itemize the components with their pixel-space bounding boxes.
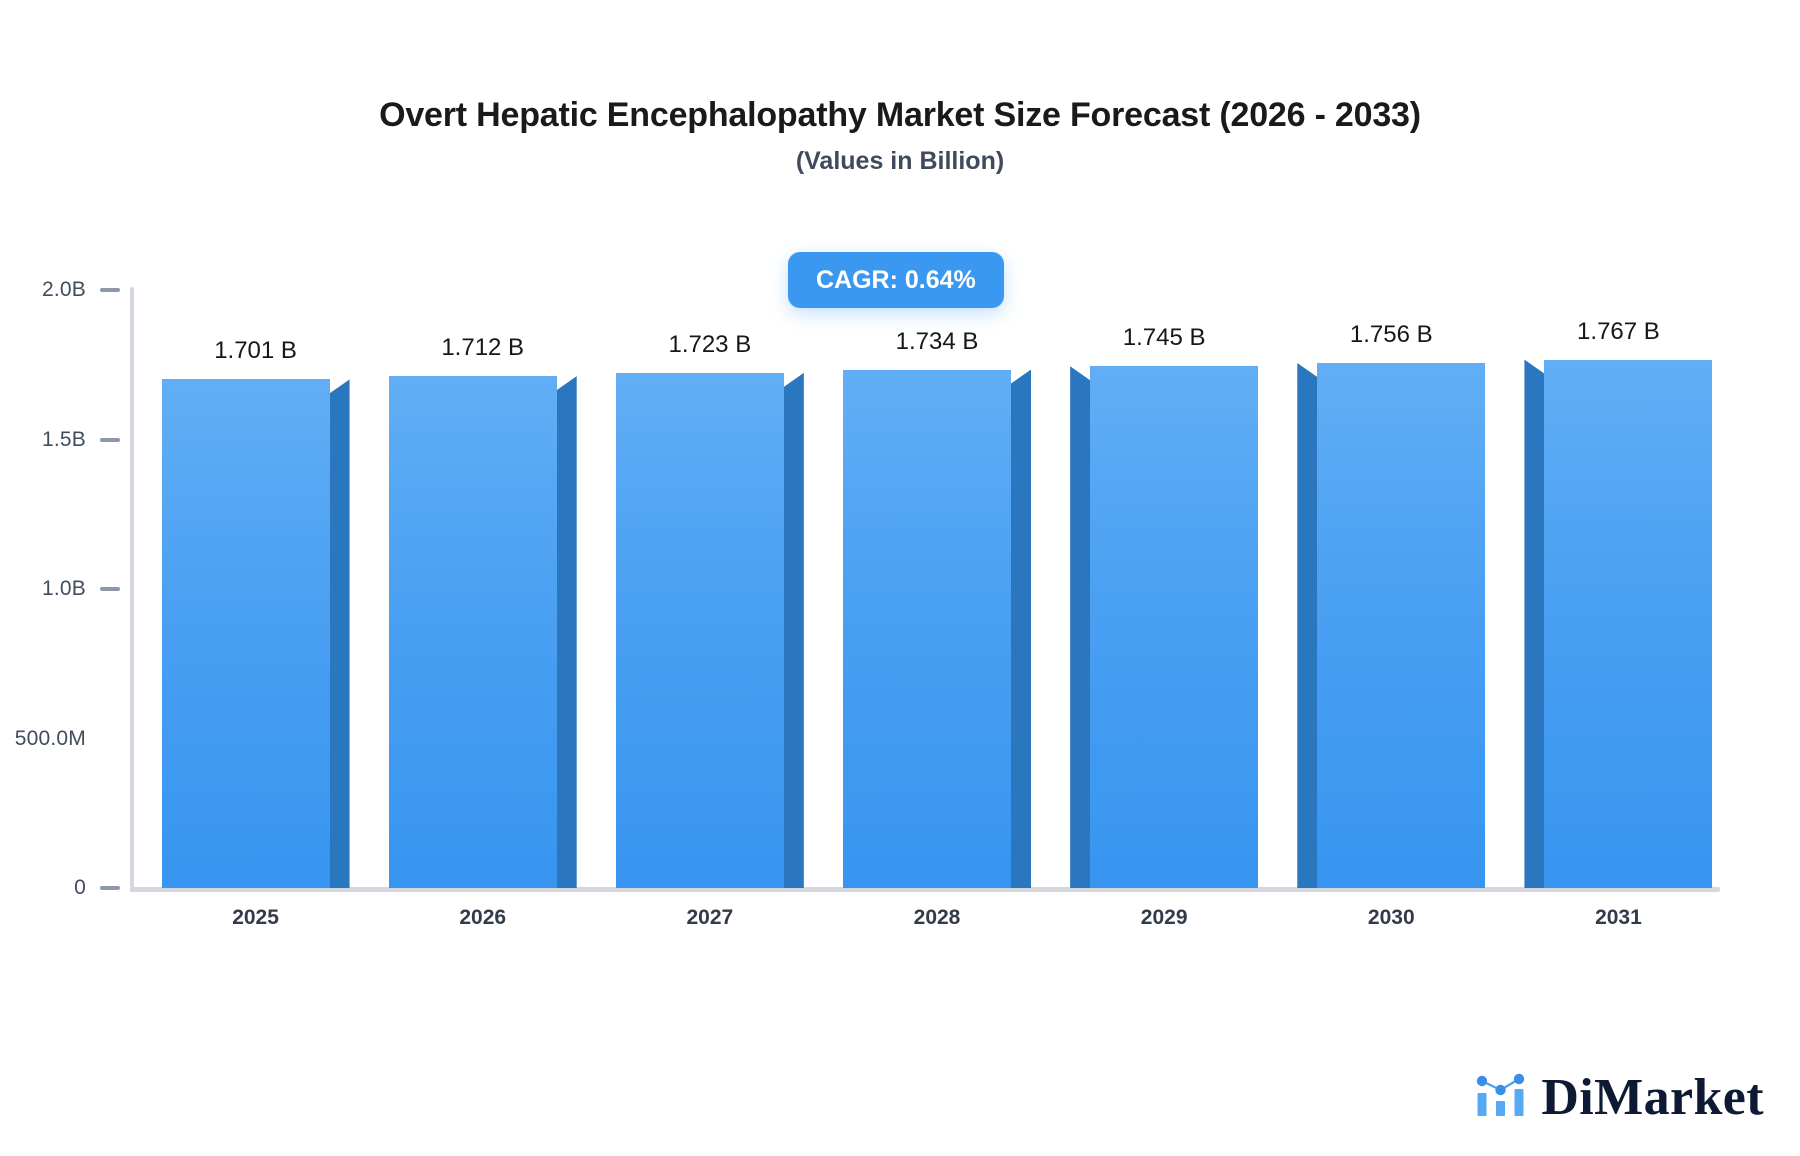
bar-front-face — [1090, 366, 1259, 888]
bars-layer: 1.701 B 1.712 B 1.723 B 1.734 B 1.745 B 1.756… — [130, 290, 1720, 888]
x-axis-line — [130, 887, 1720, 892]
y-axis-tick-label: 500.0M — [14, 726, 86, 750]
bar-value-label: 1.712 B — [441, 334, 525, 362]
y-axis-tick-label: 1.0B — [42, 577, 86, 600]
bar-side-face — [1070, 366, 1091, 888]
bar-side-face — [1297, 362, 1318, 888]
y-axis-tick-label: 0 — [74, 876, 86, 899]
bar-front-face — [615, 372, 784, 888]
dimarket-logo: DiMarket — [1475, 1071, 1764, 1124]
bar-2029[interactable]: 1.745 B — [1070, 324, 1259, 888]
y-axis-tick: 500.0M — [15, 727, 130, 751]
y-axis-tick-label: 2.0B — [42, 278, 86, 301]
bar-2027[interactable]: 1.723 B — [615, 331, 804, 888]
y-axis-tick-mark — [100, 437, 120, 442]
bar-side-face — [556, 376, 577, 888]
bar-front-face — [388, 376, 557, 888]
x-axis-label-2026: 2026 — [459, 906, 507, 929]
bar-front-face — [161, 379, 330, 888]
bar-2026[interactable]: 1.712 B — [388, 334, 577, 888]
bar-side-face — [329, 379, 350, 888]
y-axis-tick-mark — [100, 587, 120, 591]
bar-value-label: 1.723 B — [668, 330, 752, 358]
y-axis-tick: 0 — [74, 876, 130, 900]
y-axis-line — [130, 287, 134, 888]
bar-value-label: 1.745 B — [1122, 324, 1206, 352]
bar-front-face — [1544, 359, 1713, 888]
y-axis-tick-mark — [100, 288, 120, 292]
chart-title: Overt Hepatic Encephalopathy Market Size… — [379, 96, 1421, 134]
bar-side-face — [783, 372, 804, 888]
logo-wordmark: DiMarket — [1541, 1068, 1764, 1126]
bar-2028[interactable]: 1.734 B — [843, 328, 1031, 888]
x-axis-label-2028: 2028 — [913, 906, 961, 929]
y-axis-tick: 1.0B — [42, 577, 130, 601]
x-axis-label-2029: 2029 — [1140, 906, 1188, 929]
bar-front-face — [843, 369, 1011, 888]
y-axis-tick-mark — [100, 886, 120, 890]
plot-area: 1.701 B 1.712 B 1.723 B 1.734 B 1.745 B 1.756… — [15, 278, 1720, 899]
bar-value-label: 1.767 B — [1577, 317, 1660, 345]
bar-2031[interactable]: 1.767 B — [1524, 318, 1713, 888]
x-axis-label-2031: 2031 — [1595, 906, 1642, 929]
bar-chart-trend-icon — [1475, 1071, 1527, 1124]
y-axis-tick-label: 1.5B — [42, 427, 86, 451]
bar-front-face — [1317, 362, 1486, 888]
cagr-badge: CAGR: 0.64% — [788, 252, 1004, 308]
y-axis-tick: 2.0B — [42, 278, 130, 302]
chart-subtitle: (Values in Billion) — [795, 147, 1005, 175]
bar-2025[interactable]: 1.701 B — [161, 337, 350, 888]
x-axis-label-2025: 2025 — [232, 906, 279, 929]
bar-value-label: 1.756 B — [1349, 320, 1433, 348]
bar-side-face — [1524, 359, 1545, 888]
x-axis-label-2027: 2027 — [686, 906, 734, 929]
bar-value-label: 1.734 B — [895, 327, 979, 355]
x-axis-label-2030: 2030 — [1367, 906, 1415, 929]
bar-2030[interactable]: 1.756 B — [1297, 321, 1486, 888]
bar-value-label: 1.701 B — [214, 337, 297, 365]
y-axis-tick: 1.5B — [42, 428, 130, 452]
bar-side-face — [1011, 369, 1031, 888]
